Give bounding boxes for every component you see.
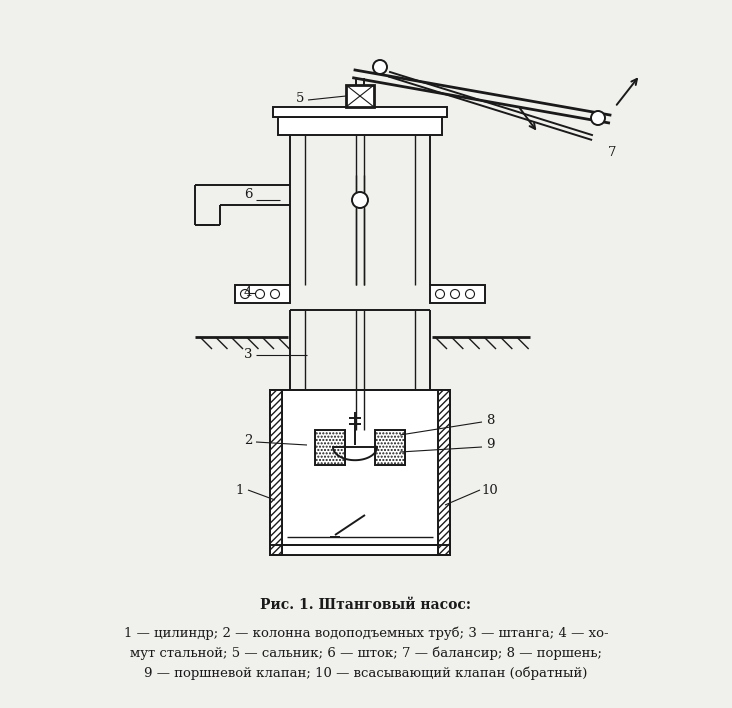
- Bar: [235, 285, 290, 303]
- Bar: [430, 285, 485, 303]
- Text: 2: 2: [244, 433, 253, 447]
- Circle shape: [373, 60, 387, 74]
- Bar: [270, 390, 282, 555]
- Text: Рис. 1. Штанговый насос:: Рис. 1. Штанговый насос:: [261, 598, 471, 612]
- Text: 7: 7: [608, 146, 616, 159]
- Text: мут стальной; 5 — сальник; 6 — шток; 7 — балансир; 8 — поршень;: мут стальной; 5 — сальник; 6 — шток; 7 —…: [130, 646, 602, 660]
- Text: 9 — поршневой клапан; 10 — всасывающий клапан (обратный): 9 — поршневой клапан; 10 — всасывающий к…: [144, 666, 588, 680]
- Bar: [375, 430, 405, 465]
- Text: 1: 1: [236, 484, 244, 496]
- Bar: [273, 107, 447, 117]
- Text: 8: 8: [486, 413, 494, 426]
- Bar: [375, 430, 405, 465]
- Bar: [270, 390, 282, 555]
- Bar: [346, 85, 374, 107]
- Circle shape: [436, 290, 444, 299]
- Circle shape: [271, 290, 280, 299]
- Text: 9: 9: [486, 438, 494, 452]
- Text: 6: 6: [244, 188, 253, 202]
- Circle shape: [352, 192, 368, 208]
- Text: 3: 3: [244, 348, 253, 362]
- Bar: [315, 430, 345, 465]
- Circle shape: [241, 290, 250, 299]
- Circle shape: [591, 111, 605, 125]
- Circle shape: [466, 290, 474, 299]
- Text: 4: 4: [244, 287, 253, 299]
- Bar: [270, 545, 450, 555]
- Bar: [438, 390, 450, 555]
- Text: 10: 10: [482, 484, 498, 496]
- Bar: [438, 390, 450, 555]
- Text: 1 — цилиндр; 2 — колонна водоподъемных труб; 3 — штанга; 4 — хо-: 1 — цилиндр; 2 — колонна водоподъемных т…: [124, 627, 608, 640]
- Bar: [270, 390, 450, 555]
- Bar: [315, 430, 345, 465]
- Text: 5: 5: [296, 91, 305, 105]
- Circle shape: [450, 290, 460, 299]
- Circle shape: [255, 290, 264, 299]
- Bar: [278, 117, 442, 135]
